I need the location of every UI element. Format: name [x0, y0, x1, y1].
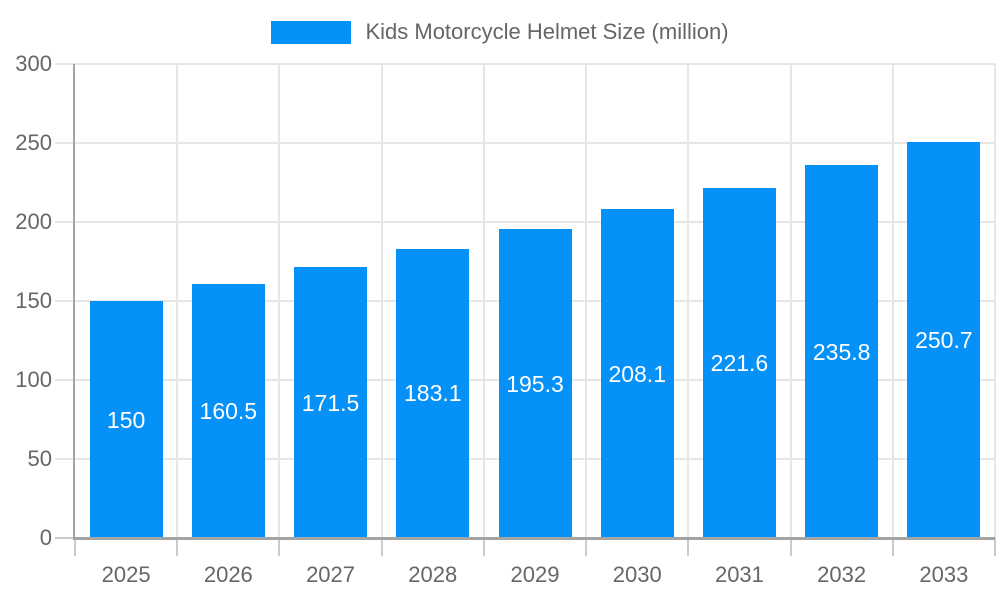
- x-axis-tick: [74, 538, 76, 556]
- x-axis-label: 2026: [203, 562, 253, 587]
- y-axis-line: [73, 64, 75, 538]
- gridline-x: [585, 64, 588, 538]
- gridline-x: [891, 64, 894, 538]
- legend[interactable]: Kids Motorcycle Helmet Size (million): [0, 19, 1000, 45]
- bar-value-label: 171.5: [301, 389, 360, 416]
- gridline-x: [278, 64, 281, 538]
- y-axis-tick: [55, 537, 75, 539]
- x-axis-tick: [380, 538, 383, 556]
- x-axis-label: 2033: [919, 562, 969, 587]
- x-axis-tick: [278, 538, 281, 556]
- bar-value-label: 235.8: [812, 338, 871, 365]
- x-axis-tick: [176, 538, 179, 556]
- y-axis-label: 50: [27, 446, 52, 471]
- gridline-y: [55, 63, 995, 65]
- bar-2031[interactable]: 221.6: [702, 187, 776, 538]
- x-axis-label: 2025: [101, 562, 151, 587]
- x-axis-label: 2028: [408, 562, 458, 587]
- x-axis-label: 2032: [817, 562, 867, 587]
- bar-2027[interactable]: 171.5: [294, 267, 368, 538]
- bar-value-label: 183.1: [403, 380, 462, 407]
- bar-value-label: 250.7: [915, 326, 973, 353]
- bar-value-label: 195.3: [506, 370, 564, 397]
- x-axis-label: 2030: [612, 562, 662, 587]
- x-axis-tick: [994, 538, 996, 556]
- gridline-x: [994, 64, 996, 538]
- x-axis-tick: [482, 538, 485, 556]
- gridline-x: [380, 64, 383, 538]
- y-axis-label: 250: [15, 130, 52, 155]
- y-axis-label: 300: [15, 51, 52, 76]
- gridline-x: [687, 64, 690, 538]
- x-axis-label: 2031: [714, 562, 764, 587]
- bar-2033[interactable]: 250.7: [907, 141, 981, 538]
- bar-2026[interactable]: 160.5: [191, 284, 265, 538]
- x-axis-line: [73, 537, 995, 540]
- gridline-y: [55, 142, 995, 144]
- y-axis-label: 150: [15, 288, 52, 313]
- x-axis-label: 2027: [306, 562, 356, 587]
- gridline-x: [789, 64, 792, 538]
- bar-2032[interactable]: 235.8: [805, 165, 879, 538]
- gridline-y: [55, 221, 995, 223]
- x-axis-tick: [585, 538, 588, 556]
- x-axis-tick: [789, 538, 792, 556]
- x-axis-label: 2029: [510, 562, 560, 587]
- bar-2030[interactable]: 208.1: [600, 209, 674, 538]
- bar-value-label: 160.5: [199, 398, 258, 425]
- gridline-x: [176, 64, 179, 538]
- bar-2028[interactable]: 183.1: [396, 248, 470, 538]
- bar-2025[interactable]: 150: [89, 301, 163, 538]
- bar-value-label: 208.1: [608, 360, 666, 387]
- bar-value-label: 150: [106, 406, 146, 433]
- gridline-x: [482, 64, 485, 538]
- legend-swatch: [271, 20, 352, 44]
- bar-2029[interactable]: 195.3: [498, 229, 572, 538]
- legend-label: Kids Motorcycle Helmet Size (million): [365, 19, 729, 44]
- y-axis-label: 0: [39, 525, 52, 550]
- y-axis-label: 100: [15, 367, 52, 392]
- y-axis-label: 200: [15, 209, 52, 234]
- x-axis-tick: [891, 538, 894, 556]
- bar-value-label: 221.6: [710, 349, 769, 376]
- x-axis-tick: [687, 538, 690, 556]
